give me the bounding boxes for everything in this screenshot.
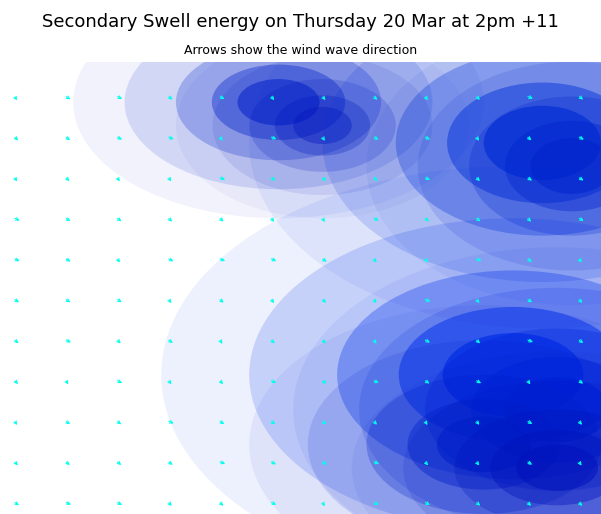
Ellipse shape (367, 375, 601, 514)
Text: Secondary Swell energy on Thursday 20 Mar at 2pm +11: Secondary Swell energy on Thursday 20 Ma… (42, 12, 559, 31)
Ellipse shape (212, 65, 345, 140)
Ellipse shape (504, 377, 601, 442)
Ellipse shape (275, 95, 370, 156)
Ellipse shape (293, 107, 352, 144)
Ellipse shape (425, 328, 601, 491)
Ellipse shape (505, 121, 601, 211)
Ellipse shape (161, 166, 601, 514)
Ellipse shape (437, 416, 531, 472)
Ellipse shape (403, 381, 601, 514)
Text: Arrows show the wind wave direction: Arrows show the wind wave direction (184, 44, 417, 57)
Ellipse shape (359, 288, 601, 514)
Ellipse shape (323, 4, 601, 282)
Ellipse shape (249, 305, 601, 514)
Ellipse shape (73, 0, 484, 218)
Ellipse shape (469, 97, 601, 235)
Ellipse shape (490, 430, 601, 505)
Ellipse shape (124, 15, 433, 189)
Ellipse shape (407, 399, 560, 490)
Ellipse shape (531, 138, 601, 194)
Ellipse shape (249, 0, 601, 328)
Ellipse shape (516, 445, 598, 491)
Ellipse shape (337, 270, 601, 479)
Ellipse shape (396, 50, 601, 235)
Ellipse shape (352, 352, 601, 514)
Ellipse shape (454, 410, 601, 514)
Ellipse shape (176, 44, 381, 160)
Ellipse shape (213, 56, 433, 195)
Ellipse shape (249, 79, 396, 172)
Ellipse shape (293, 247, 601, 514)
Ellipse shape (308, 340, 601, 514)
Ellipse shape (447, 83, 601, 203)
Ellipse shape (249, 218, 601, 514)
Ellipse shape (484, 106, 601, 180)
Ellipse shape (443, 333, 584, 416)
Ellipse shape (367, 27, 601, 305)
Ellipse shape (471, 357, 601, 463)
Ellipse shape (398, 307, 601, 443)
Ellipse shape (237, 79, 320, 125)
Ellipse shape (418, 62, 601, 270)
